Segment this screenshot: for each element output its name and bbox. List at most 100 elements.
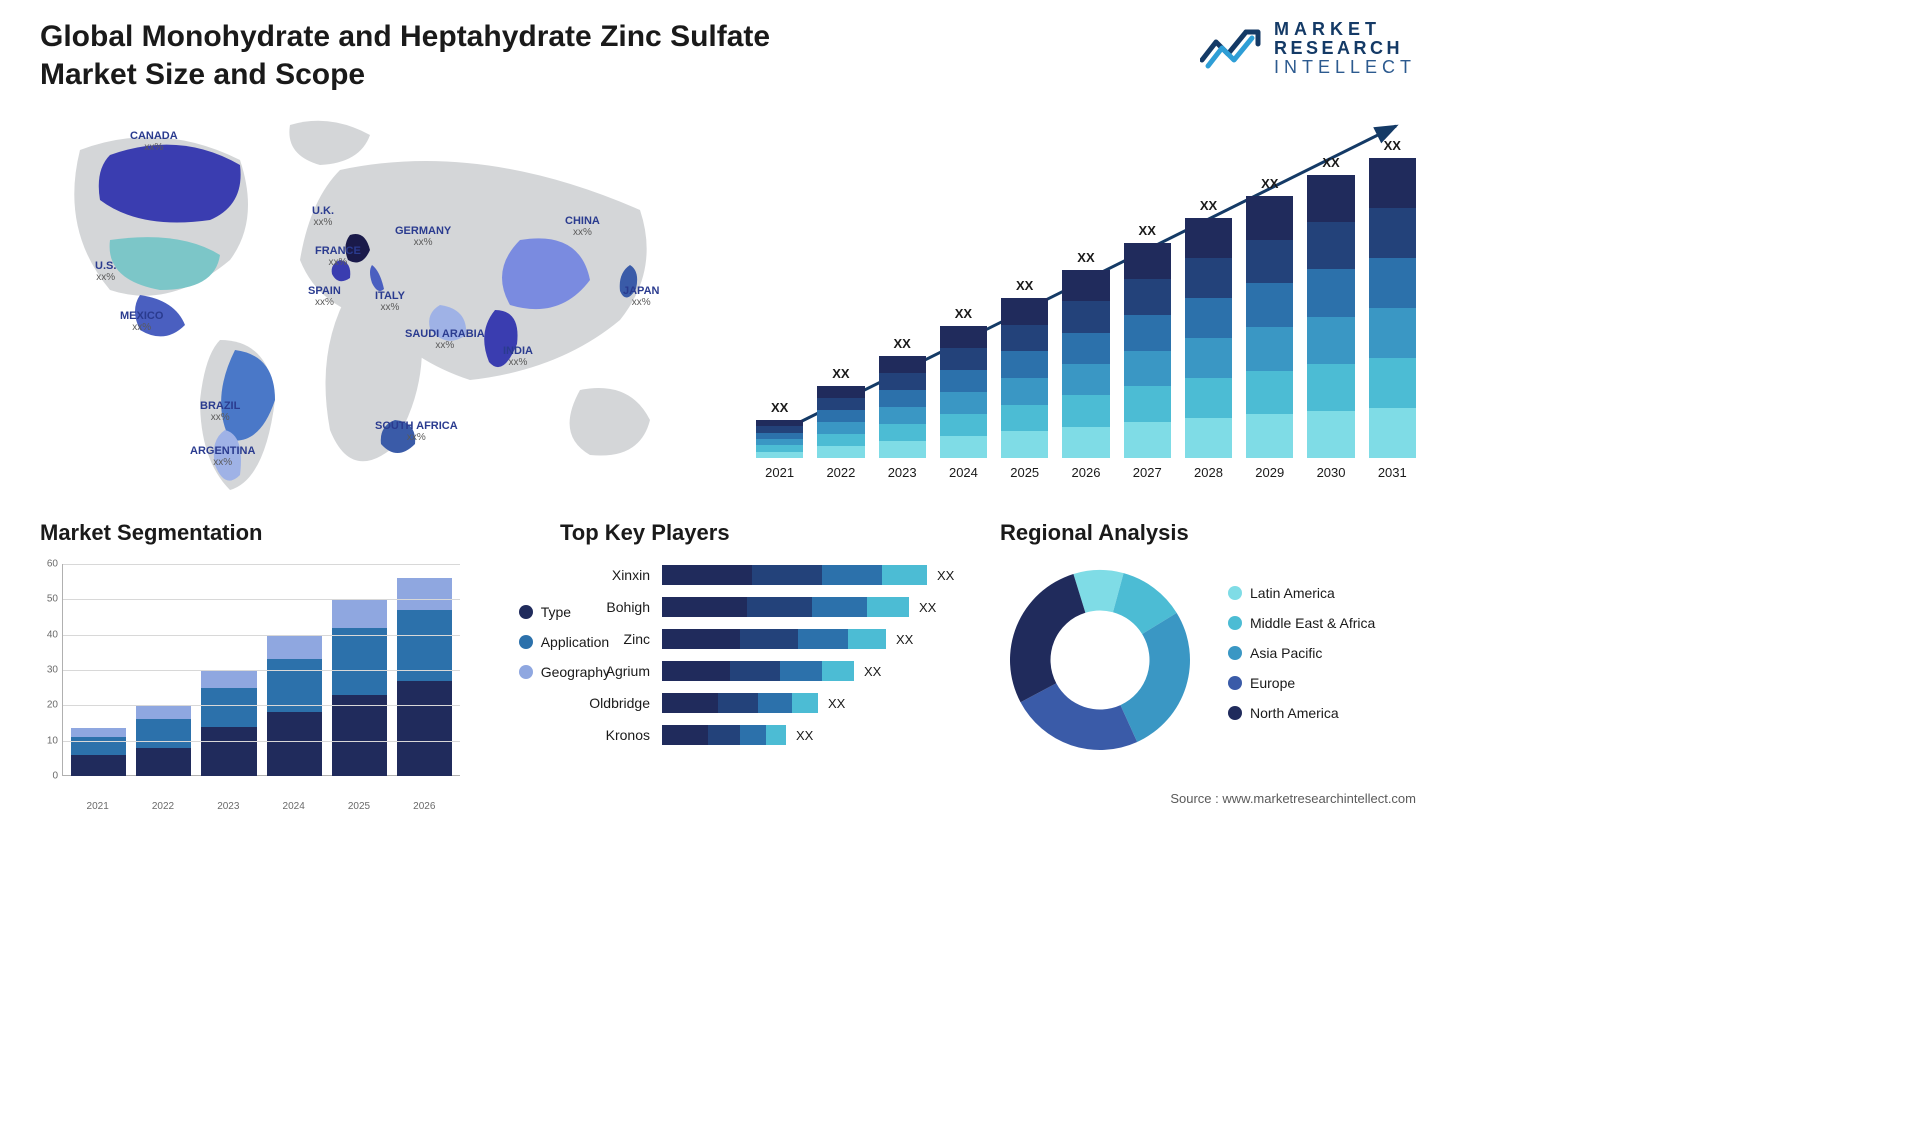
player-value: XX [937, 568, 954, 583]
seg-bar [71, 728, 126, 776]
region-legend-item: Latin America [1228, 585, 1375, 601]
player-value: XX [796, 728, 813, 743]
players-section: Top Key Players XinxinXXBohighXXZincXXAg… [560, 520, 970, 756]
world-map: CANADAxx%U.S.xx%MEXICOxx%BRAZILxx%ARGENT… [40, 110, 680, 490]
segmentation-title: Market Segmentation [40, 520, 460, 546]
growth-bar-label: XX [1001, 278, 1048, 294]
growth-bar: XX [1246, 196, 1293, 458]
region-legend-item: North America [1228, 705, 1375, 721]
seg-ytick: 0 [52, 771, 58, 782]
growth-bar: XX [1307, 175, 1354, 458]
map-label: SOUTH AFRICAxx% [375, 420, 458, 443]
growth-xlabel: 2021 [756, 465, 803, 480]
growth-bar: XX [1001, 298, 1048, 458]
growth-bar: XX [879, 356, 926, 458]
map-label: JAPANxx% [623, 285, 659, 308]
seg-bar [332, 599, 387, 776]
player-row: AgriumXX [560, 660, 970, 682]
growth-bar-label: XX [817, 366, 864, 382]
regional-section: Regional Analysis Latin America Middle Ea… [1000, 520, 1420, 760]
segmentation-chart: 0102030405060 202120222023202420252026 T… [40, 564, 460, 794]
growth-xlabel: 2023 [879, 465, 926, 480]
growth-xlabel: 2027 [1124, 465, 1171, 480]
growth-xlabel: 2028 [1185, 465, 1232, 480]
growth-bar-label: XX [756, 400, 803, 416]
seg-bar [201, 670, 256, 776]
growth-xlabel: 2025 [1001, 465, 1048, 480]
player-bar [662, 629, 886, 649]
player-row: Kronos XX [560, 724, 970, 746]
seg-ytick: 20 [47, 700, 58, 711]
player-value: XX [896, 632, 913, 647]
seg-xlabel: 2021 [70, 801, 125, 812]
player-row: Xinxin XX [560, 564, 970, 586]
growth-xlabel: 2030 [1307, 465, 1354, 480]
logo-line2: RESEARCH [1274, 39, 1416, 58]
map-label: BRAZILxx% [200, 400, 240, 423]
map-label: GERMANYxx% [395, 225, 451, 248]
world-map-svg [40, 110, 680, 490]
region-legend-item: Asia Pacific [1228, 645, 1375, 661]
growth-bar-label: XX [1246, 176, 1293, 192]
growth-xlabel: 2026 [1062, 465, 1109, 480]
players-list: XinxinXXBohighXXZincXXAgriumXXOldbridgeX… [560, 564, 970, 746]
map-label: CHINAxx% [565, 215, 600, 238]
seg-ytick: 60 [47, 559, 58, 570]
region-legend-item: Europe [1228, 675, 1375, 691]
growth-bars: XXXXXXXXXXXXXXXXXXXXXX [756, 144, 1416, 458]
growth-xlabel: 2029 [1246, 465, 1293, 480]
seg-ytick: 40 [47, 629, 58, 640]
seg-ytick: 10 [47, 735, 58, 746]
map-label: U.K.xx% [312, 205, 334, 228]
logo-mark-icon [1200, 26, 1264, 70]
growth-bar: XX [1185, 218, 1232, 458]
player-bar [662, 725, 786, 745]
map-label: SAUDI ARABIAxx% [405, 328, 485, 351]
seg-xlabel: 2022 [135, 801, 190, 812]
growth-bar: XX [1369, 158, 1416, 458]
growth-xaxis: 2021202220232024202520262027202820292030… [756, 465, 1416, 480]
growth-bar-label: XX [1307, 155, 1354, 171]
growth-xlabel: 2031 [1369, 465, 1416, 480]
page-title: Global Monohydrate and Heptahydrate Zinc… [40, 18, 800, 93]
growth-bar-label: XX [1185, 198, 1232, 214]
growth-bar-label: XX [1124, 223, 1171, 239]
seg-xlabel: 2023 [201, 801, 256, 812]
donut-slice [1010, 574, 1085, 702]
growth-bar: XX [817, 386, 864, 458]
growth-bar: XX [1062, 270, 1109, 458]
donut-slice [1021, 683, 1138, 750]
seg-ytick: 30 [47, 665, 58, 676]
regional-donut [1000, 560, 1200, 760]
player-row: Zinc XX [560, 628, 970, 650]
growth-chart: XXXXXXXXXXXXXXXXXXXXXX 20212022202320242… [756, 110, 1416, 480]
growth-bar-label: XX [1062, 250, 1109, 266]
map-label: U.S.xx% [95, 260, 116, 283]
player-name: Kronos [560, 727, 650, 743]
map-label: SPAINxx% [308, 285, 341, 308]
growth-bar-label: XX [879, 336, 926, 352]
donut-slice [1120, 613, 1190, 742]
player-value: XX [919, 600, 936, 615]
logo-line3: INTELLECT [1274, 58, 1416, 77]
seg-yaxis: 0102030405060 [40, 564, 62, 794]
seg-plot [62, 564, 460, 776]
player-name: Xinxin [560, 567, 650, 583]
map-label: ARGENTINAxx% [190, 445, 255, 468]
map-label: ITALYxx% [375, 290, 405, 313]
growth-bar: XX [756, 420, 803, 458]
growth-bar: XX [1124, 243, 1171, 458]
growth-bar-label: XX [940, 306, 987, 322]
region-legend-item: Middle East & Africa [1228, 615, 1375, 631]
player-name: Zinc [560, 631, 650, 647]
regional-legend: Latin America Middle East & Africa Asia Pa… [1228, 585, 1375, 735]
seg-xlabel: 2026 [397, 801, 452, 812]
player-row: BohighXX [560, 596, 970, 618]
regional-title: Regional Analysis [1000, 520, 1420, 546]
seg-xaxis: 202120222023202420252026 [70, 801, 452, 812]
source-attribution: Source : www.marketresearchintellect.com [1170, 791, 1416, 806]
seg-xlabel: 2025 [331, 801, 386, 812]
player-row: OldbridgeXX [560, 692, 970, 714]
map-label: MEXICOxx% [120, 310, 163, 333]
seg-ytick: 50 [47, 594, 58, 605]
